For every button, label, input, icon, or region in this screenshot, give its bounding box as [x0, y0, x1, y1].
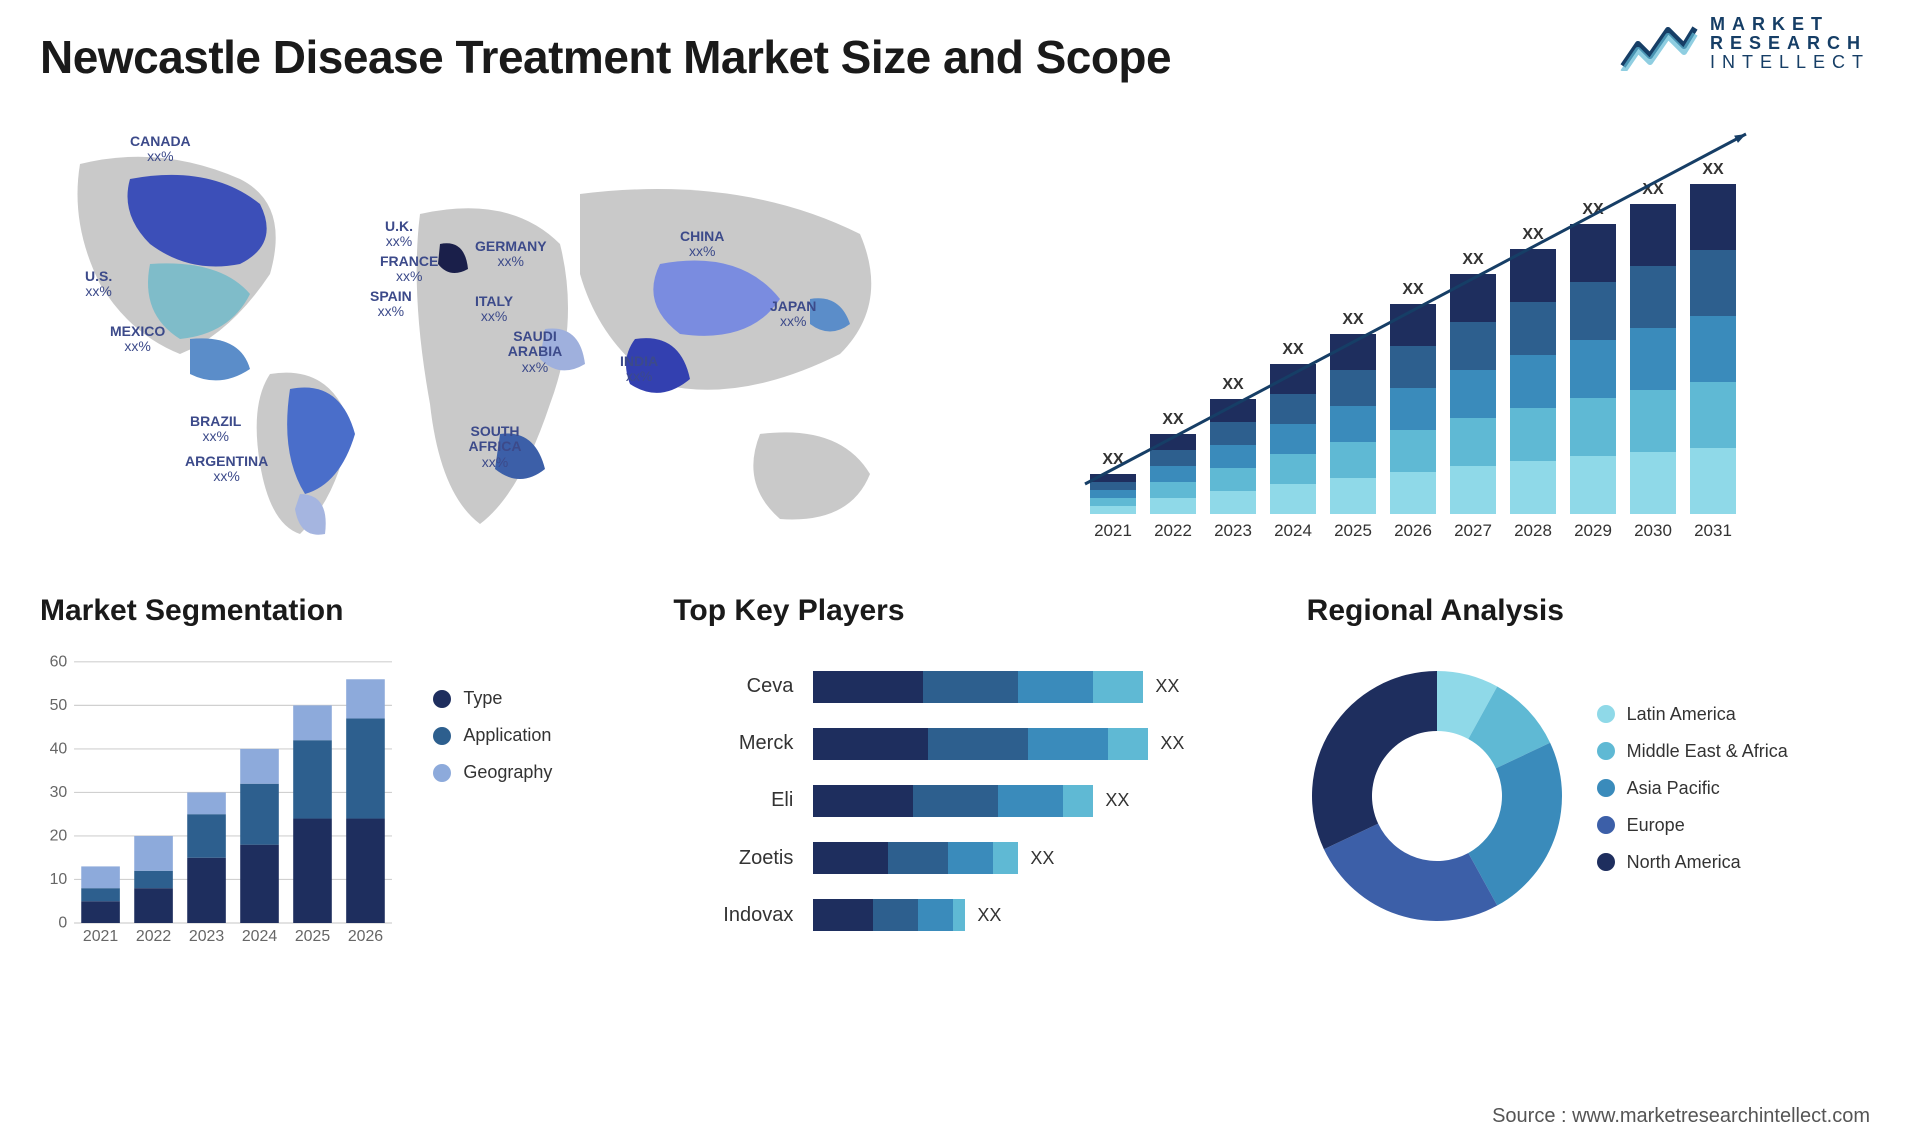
- svg-text:XX: XX: [1702, 161, 1724, 178]
- svg-text:2028: 2028: [1514, 521, 1552, 540]
- svg-text:2029: 2029: [1574, 521, 1612, 540]
- svg-text:2025: 2025: [295, 928, 330, 945]
- map-label: FRANCExx%: [380, 254, 438, 285]
- legend-item: Geography: [433, 762, 613, 783]
- svg-text:50: 50: [50, 697, 68, 714]
- svg-text:0: 0: [58, 915, 67, 932]
- world-map-svg: [40, 124, 940, 554]
- logo-line-2: RESEARCH: [1710, 34, 1870, 53]
- player-bar-row: XX: [813, 842, 1246, 874]
- legend-item: Application: [433, 725, 613, 746]
- map-label: CHINAxx%: [680, 229, 724, 260]
- svg-text:XX: XX: [1162, 411, 1184, 428]
- svg-text:2024: 2024: [242, 928, 277, 945]
- map-label: ARGENTINAxx%: [185, 454, 268, 485]
- map-label: GERMANYxx%: [475, 239, 547, 270]
- regional-donut-svg: [1307, 666, 1567, 926]
- svg-text:10: 10: [50, 871, 68, 888]
- map-label: SOUTH AFRICAxx%: [455, 424, 535, 470]
- svg-text:2021: 2021: [83, 928, 118, 945]
- svg-text:30: 30: [50, 784, 68, 801]
- legend-item: Latin America: [1597, 704, 1880, 725]
- logo: MARKET RESEARCH INTELLECT: [1620, 15, 1870, 72]
- regional-legend: Latin America Middle East & Africa Asia Pa…: [1597, 704, 1880, 889]
- svg-text:60: 60: [50, 653, 68, 670]
- player-bar-row: XX: [813, 671, 1246, 703]
- player-label: Indovax: [673, 904, 793, 927]
- map-label: SAUDI ARABIAxx%: [495, 329, 575, 375]
- map-label: INDIAxx%: [620, 354, 658, 385]
- svg-text:XX: XX: [1222, 376, 1244, 393]
- map-label: BRAZILxx%: [190, 414, 241, 445]
- players-labels: Ceva Merck Eli Zoetis Indovax: [673, 648, 793, 944]
- player-label: Merck: [673, 732, 793, 755]
- legend-item: Type: [433, 688, 613, 709]
- regional-title: Regional Analysis: [1307, 594, 1880, 628]
- players-title: Top Key Players: [673, 594, 1246, 628]
- svg-text:XX: XX: [1402, 281, 1424, 298]
- svg-text:2023: 2023: [1214, 521, 1252, 540]
- svg-text:20: 20: [50, 827, 68, 844]
- svg-text:2021: 2021: [1094, 521, 1132, 540]
- player-label: Ceva: [673, 675, 793, 698]
- svg-text:XX: XX: [1342, 311, 1364, 328]
- map-label: ITALYxx%: [475, 294, 513, 325]
- logo-icon: [1620, 16, 1698, 71]
- page-title: Newcastle Disease Treatment Market Size …: [40, 30, 1880, 84]
- legend-item: Europe: [1597, 815, 1880, 836]
- map-label: U.K.xx%: [385, 219, 413, 250]
- map-label: SPAINxx%: [370, 289, 412, 320]
- map-label: JAPANxx%: [770, 299, 816, 330]
- player-bar-row: XX: [813, 899, 1246, 931]
- map-label: MEXICOxx%: [110, 324, 165, 355]
- player-label: Eli: [673, 789, 793, 812]
- svg-text:2022: 2022: [1154, 521, 1192, 540]
- legend-item: North America: [1597, 852, 1880, 873]
- growth-chart: XX 2021 XX 2022 XX 2023 XX 2024 XX 2025 XX 2026 XX 20…: [980, 124, 1880, 554]
- map-label: CANADAxx%: [130, 134, 191, 165]
- logo-line-1: MARKET: [1710, 15, 1870, 34]
- svg-text:2023: 2023: [189, 928, 224, 945]
- svg-text:2026: 2026: [1394, 521, 1432, 540]
- regional-panel: Regional Analysis Latin America Middle Ea…: [1307, 594, 1880, 944]
- players-bars: XX XX XX XX XX: [813, 648, 1246, 944]
- logo-line-3: INTELLECT: [1710, 53, 1870, 72]
- svg-text:40: 40: [50, 740, 68, 757]
- player-bar-row: XX: [813, 785, 1246, 817]
- map-label: U.S.xx%: [85, 269, 112, 300]
- player-bar-row: XX: [813, 728, 1246, 760]
- svg-text:2024: 2024: [1274, 521, 1312, 540]
- players-panel: Top Key Players Ceva Merck Eli Zoetis Indova…: [673, 594, 1246, 944]
- svg-text:2025: 2025: [1334, 521, 1372, 540]
- svg-text:2031: 2031: [1694, 521, 1732, 540]
- world-map: CANADAxx% U.S.xx% MEXICOxx% BRAZILxx% ARGENT…: [40, 124, 940, 554]
- growth-chart-svg: XX 2021 XX 2022 XX 2023 XX 2024 XX 2025 XX 2026 XX 20…: [980, 124, 1880, 554]
- player-label: Zoetis: [673, 847, 793, 870]
- svg-text:XX: XX: [1522, 226, 1544, 243]
- legend-item: Asia Pacific: [1597, 778, 1880, 799]
- svg-text:XX: XX: [1462, 251, 1484, 268]
- svg-text:2026: 2026: [348, 928, 383, 945]
- svg-text:2027: 2027: [1454, 521, 1492, 540]
- segmentation-chart-svg: 0 10 20 30 40 50 60 2021 2022 2023 2024 2025 2026: [40, 648, 403, 948]
- legend-item: Middle East & Africa: [1597, 741, 1880, 762]
- svg-text:2022: 2022: [136, 928, 171, 945]
- svg-text:2030: 2030: [1634, 521, 1672, 540]
- segmentation-title: Market Segmentation: [40, 594, 613, 628]
- source-text: Source : www.marketresearchintellect.com: [1492, 1105, 1870, 1128]
- segmentation-legend: Type Application Geography: [433, 648, 613, 948]
- svg-text:XX: XX: [1282, 341, 1304, 358]
- segmentation-panel: Market Segmentation 0 10 20 30 40 50 60 2021 202…: [40, 594, 613, 944]
